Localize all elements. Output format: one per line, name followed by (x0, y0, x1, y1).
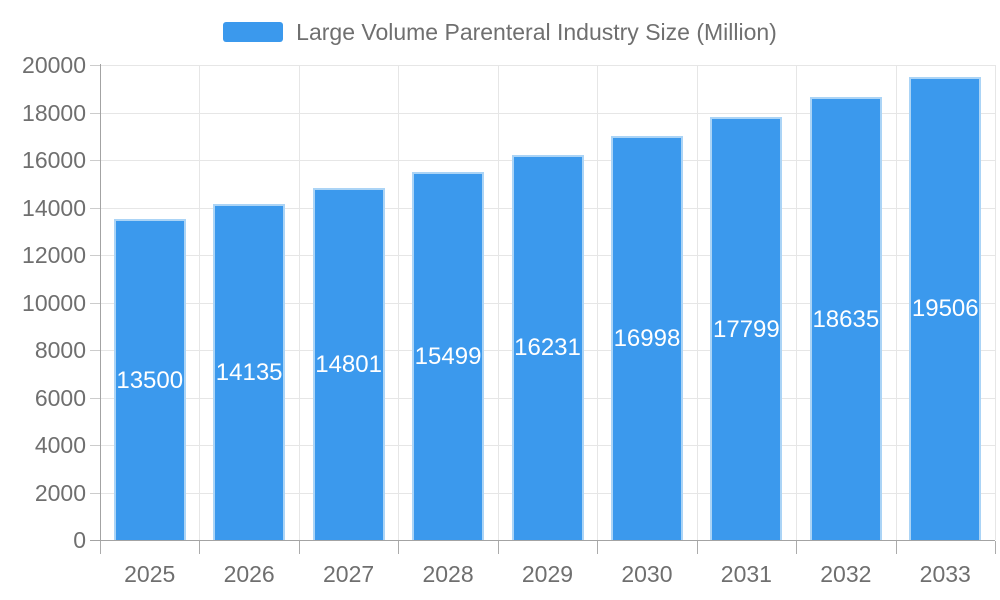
x-axis-label-2027: 2027 (323, 561, 375, 587)
y-tick-20000 (90, 65, 100, 66)
y-axis-label: 0 (73, 527, 86, 553)
y-axis-label: 6000 (34, 384, 86, 411)
y-axis-line (100, 64, 101, 553)
bar-2028[interactable]: 15499 (412, 171, 485, 540)
bar-2025[interactable]: 13500 (113, 219, 186, 540)
legend[interactable]: Large Volume Parenteral Industry Size (M… (0, 18, 1000, 46)
y-axis-label: 4000 (34, 432, 86, 458)
bar-2029[interactable]: 16231 (511, 154, 584, 540)
y-tick-14000 (90, 207, 100, 209)
gridline-x-8 (895, 65, 897, 540)
y-tick-18000 (90, 112, 100, 114)
x-tick-7 (796, 541, 798, 554)
gridline-x-1 (199, 65, 201, 540)
y-tick-16000 (90, 160, 100, 161)
plot-area: 13500 14135 14801 15499 16231 16998 17799 18635… (100, 65, 996, 540)
x-tick-3 (398, 541, 400, 554)
y-axis-label: 10000 (22, 289, 86, 316)
x-axis-label-2033: 2033 (919, 561, 971, 587)
bar-value-label: 16998 (613, 325, 681, 353)
bar-2032[interactable]: 18635 (809, 97, 882, 540)
x-axis-label-2030: 2030 (621, 561, 673, 587)
x-tick-8 (895, 541, 897, 554)
x-axis-label-2028: 2028 (422, 561, 474, 587)
legend-label[interactable]: Large Volume Parenteral Industry Size (M… (296, 18, 777, 45)
x-tick-5 (597, 541, 599, 554)
gridline-x-9 (995, 65, 996, 540)
y-axis-label: 20000 (22, 52, 86, 78)
x-axis-label-2031: 2031 (720, 561, 772, 587)
gridline-y-20000 (100, 65, 995, 66)
x-axis-label-2025: 2025 (124, 561, 176, 587)
x-axis-label-2026: 2026 (223, 561, 275, 587)
y-tick-8000 (90, 350, 100, 351)
bar-value-label: 14801 (315, 351, 382, 379)
bar-2033[interactable]: 19506 (909, 76, 982, 540)
bar-value-label: 14135 (215, 359, 283, 387)
gridline-x-4 (497, 65, 499, 540)
x-tick-6 (696, 541, 698, 554)
legend-swatch[interactable] (223, 22, 284, 42)
x-tick-4 (497, 541, 499, 554)
y-tick-4000 (90, 445, 100, 446)
x-tick-9 (995, 541, 996, 554)
bar-2027[interactable]: 14801 (312, 188, 385, 540)
bar-value-label: 13500 (116, 366, 184, 394)
y-axis-label: 8000 (34, 337, 86, 363)
gridline-x-6 (696, 65, 698, 540)
y-axis-label: 14000 (22, 194, 86, 221)
bar-value-label: 15499 (414, 342, 482, 370)
y-axis-label: 2000 (34, 479, 86, 506)
y-tick-6000 (90, 397, 100, 399)
y-tick-10000 (90, 302, 100, 304)
y-axis-label: 12000 (22, 242, 86, 268)
x-tick-1 (199, 541, 201, 554)
gridline-x-7 (796, 65, 798, 540)
gridline-x-2 (298, 65, 300, 540)
y-tick-2000 (90, 492, 100, 494)
y-tick-12000 (90, 255, 100, 256)
gridline-x-3 (398, 65, 400, 540)
bar-2026[interactable]: 14135 (213, 204, 286, 540)
y-axis-label: 18000 (22, 99, 86, 126)
bar-2031[interactable]: 17799 (710, 117, 783, 540)
bar-value-label: 16231 (514, 334, 581, 362)
bar-2030[interactable]: 16998 (610, 136, 683, 540)
bar-value-label: 17799 (713, 315, 780, 343)
x-axis-label-2029: 2029 (521, 561, 574, 587)
bar-value-label: 18635 (812, 305, 880, 333)
x-axis-line (90, 540, 995, 541)
y-axis-label: 16000 (22, 147, 86, 173)
bar-value-label: 19506 (911, 295, 979, 323)
x-tick-2 (298, 541, 300, 554)
gridline-x-5 (597, 65, 599, 540)
x-tick-0 (100, 541, 101, 554)
x-axis-label-2032: 2032 (820, 561, 872, 587)
gridline-y-18000 (100, 112, 995, 114)
